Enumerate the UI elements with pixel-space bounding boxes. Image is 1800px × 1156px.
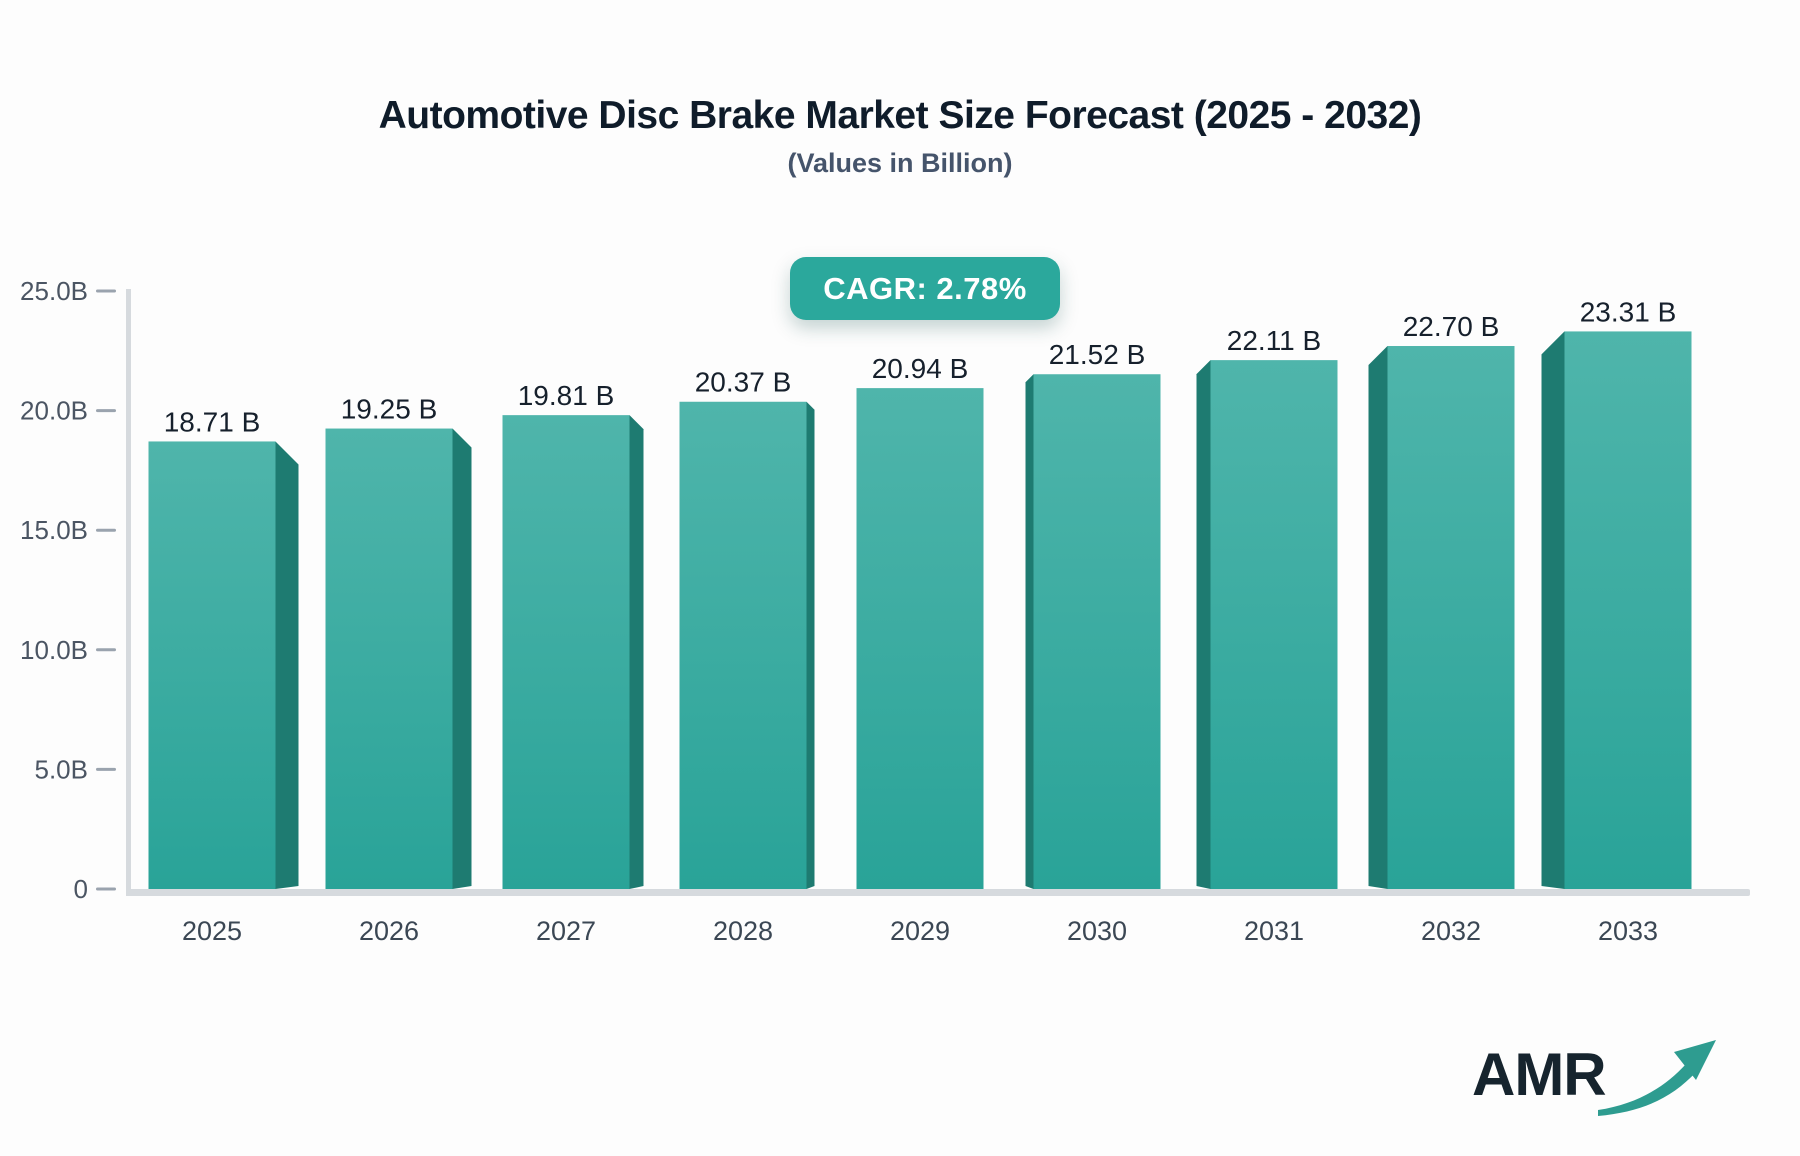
bar-value-label-2033: 23.31 B bbox=[1580, 296, 1677, 327]
cagr-badge-label: CAGR: 2.78% bbox=[823, 270, 1027, 306]
bar-value-label-2029: 20.94 B bbox=[872, 353, 969, 384]
bar-2027 bbox=[502, 415, 630, 889]
y-axis-line bbox=[126, 289, 131, 896]
x-tick-label-2026: 2026 bbox=[359, 916, 419, 946]
cagr-badge: CAGR: 2.78% bbox=[790, 257, 1060, 320]
y-tick-label: 15.0B bbox=[20, 515, 88, 545]
x-tick-label-2030: 2030 bbox=[1067, 916, 1127, 946]
bar-side-face-2032 bbox=[1368, 346, 1388, 889]
y-tick-label: 5.0B bbox=[35, 754, 89, 784]
bar-2030 bbox=[1033, 374, 1161, 890]
bar-side-face-2028 bbox=[806, 401, 815, 889]
y-tick-dash bbox=[96, 648, 116, 652]
y-tick-dash bbox=[96, 887, 116, 891]
bar-value-label-2031: 22.11 B bbox=[1227, 325, 1321, 356]
bar-side-face-2031 bbox=[1196, 360, 1211, 890]
bar-2029 bbox=[856, 388, 984, 889]
x-axis-baseline bbox=[126, 889, 1750, 896]
y-tick-label: 0 bbox=[74, 874, 88, 904]
amr-logo: AMR bbox=[1472, 1022, 1722, 1132]
bar-2033 bbox=[1564, 331, 1692, 889]
bar-side-face-2027 bbox=[629, 415, 644, 889]
bar-side-face-2025 bbox=[275, 441, 299, 889]
x-tick-label-2027: 2027 bbox=[536, 916, 596, 946]
chart-subtitle: (Values in Billion) bbox=[787, 148, 1013, 178]
x-tick-label-2032: 2032 bbox=[1421, 916, 1481, 946]
x-tick-label-2033: 2033 bbox=[1598, 916, 1658, 946]
y-tick-dash bbox=[96, 767, 116, 771]
bar-2032 bbox=[1387, 346, 1515, 889]
x-tick-label-2028: 2028 bbox=[713, 916, 773, 946]
bar-value-label-2028: 20.37 B bbox=[695, 367, 792, 398]
bar-2028 bbox=[679, 401, 807, 889]
bar-2025 bbox=[148, 441, 276, 889]
x-tick-label-2029: 2029 bbox=[890, 916, 950, 946]
trend-up-arrow-icon bbox=[1598, 1040, 1716, 1116]
amr-logo-text: AMR bbox=[1472, 1041, 1607, 1108]
y-tick-dash bbox=[96, 528, 116, 532]
bar-value-label-2027: 19.81 B bbox=[518, 380, 615, 411]
bar-side-face-2033 bbox=[1541, 331, 1565, 889]
y-tick-label: 10.0B bbox=[20, 635, 88, 665]
y-tick-dash bbox=[96, 289, 116, 293]
bar-value-label-2032: 22.70 B bbox=[1403, 311, 1500, 342]
bar-side-face-2030 bbox=[1025, 374, 1034, 890]
bar-2026 bbox=[325, 428, 453, 889]
x-tick-label-2025: 2025 bbox=[182, 916, 242, 946]
chart-title: Automotive Disc Brake Market Size Foreca… bbox=[378, 94, 1422, 137]
bar-2031 bbox=[1210, 360, 1338, 890]
y-tick-label: 20.0B bbox=[20, 396, 88, 426]
bar-value-label-2025: 18.71 B bbox=[164, 406, 261, 437]
y-tick-dash bbox=[96, 409, 116, 413]
bar-value-label-2030: 21.52 B bbox=[1049, 339, 1146, 370]
y-tick-label: 25.0B bbox=[20, 276, 88, 306]
bar-side-face-2026 bbox=[452, 428, 472, 889]
x-tick-label-2031: 2031 bbox=[1244, 916, 1304, 946]
bar-value-label-2026: 19.25 B bbox=[341, 394, 438, 425]
